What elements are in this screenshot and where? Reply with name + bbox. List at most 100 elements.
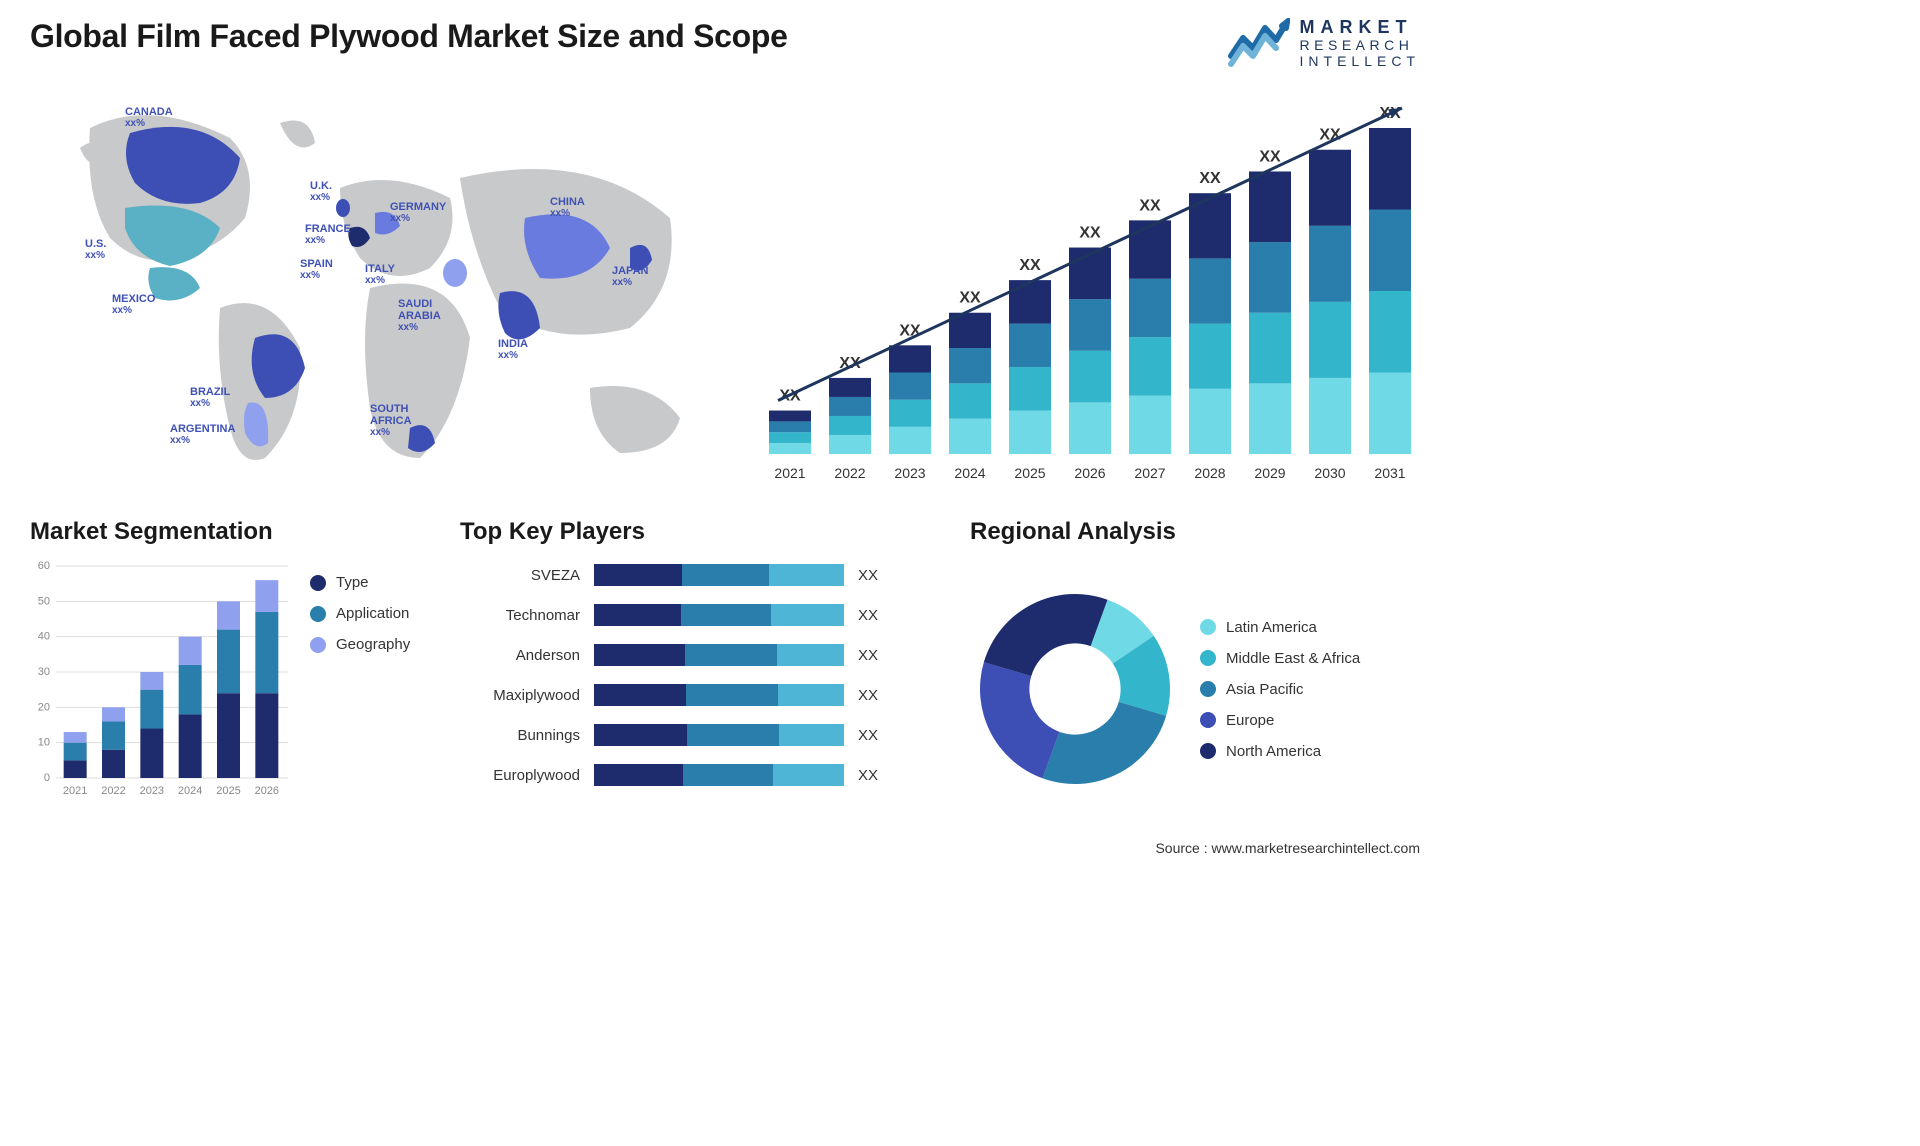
growth-bar-segment [1129,279,1171,337]
growth-bar-segment [769,411,811,422]
growth-bar-segment [1129,220,1171,278]
player-value: XX [858,607,878,624]
growth-bar-year: 2029 [1254,465,1285,481]
infographic-root: Global Film Faced Plywood Market Size an… [0,0,1450,866]
seg-legend-item: Geography [310,636,410,653]
growth-bar-segment [889,427,931,454]
logo-text-2: RESEARCH [1300,38,1420,52]
growth-bar-segment [949,348,991,383]
seg-ytick: 10 [38,737,50,749]
logo-text-3: INTELLECT [1300,54,1420,68]
growth-bar-year: 2027 [1134,465,1165,481]
player-bar-segment [685,644,776,666]
player-bar-segment [681,604,771,626]
map-country-label: MEXICOxx% [112,293,155,316]
growth-bar-value: XX [1199,170,1221,187]
growth-bar-segment [1189,324,1231,389]
growth-bar-segment [829,435,871,454]
legend-dot-icon [1200,743,1216,759]
growth-bar-year: 2022 [834,465,865,481]
legend-dot-icon [310,606,326,622]
growth-bar-segment [1069,351,1111,403]
seg-year-label: 2025 [216,785,240,797]
market-growth-chart: XX2021XX2022XX2023XX2024XX2025XX2026XX20… [760,88,1420,488]
player-bar-segment [594,604,681,626]
seg-bar-segment [217,693,240,778]
growth-bar-segment [949,383,991,418]
growth-bar-segment [829,416,871,435]
seg-bar-segment [179,665,202,714]
player-bar-segment [773,764,844,786]
segmentation-chart-svg: 0102030405060202120222023202420252026 [30,560,290,800]
regional-legend-label: Latin America [1226,619,1317,636]
seg-bar-segment [140,672,163,690]
player-bar [594,764,844,786]
player-bar-segment [682,564,770,586]
growth-bar-value: XX [959,290,981,307]
map-country-label: CHINAxx% [550,196,585,219]
map-country-label: SPAINxx% [300,258,333,281]
growth-bar-segment [1249,383,1291,454]
growth-bar-segment [1309,226,1351,302]
player-bar-segment [594,724,687,746]
seg-legend-label: Application [336,605,409,622]
player-name: Bunnings [460,727,580,744]
growth-bar-segment [1069,299,1111,351]
seg-bar-segment [255,693,278,778]
player-row: BunningsXX [460,720,940,750]
seg-ytick: 0 [44,772,50,784]
growth-bar-year: 2030 [1314,465,1345,481]
top-row: CANADAxx%U.S.xx%MEXICOxx%BRAZILxx%ARGENT… [30,88,1420,488]
growth-bar-segment [1249,313,1291,384]
seg-bar-segment [64,732,87,743]
growth-bar-value: XX [899,322,921,339]
regional-legend-item: Latin America [1200,619,1360,636]
growth-bar-segment [1369,210,1411,292]
growth-bar-segment [889,373,931,400]
growth-bar-segment [769,432,811,443]
seg-ytick: 50 [38,595,50,607]
growth-bar-value: XX [1259,148,1281,165]
seg-bar-segment [217,601,240,629]
player-value: XX [858,567,878,584]
growth-bar-year: 2028 [1194,465,1225,481]
seg-bar-segment [255,612,278,693]
player-bar-segment [594,764,683,786]
player-name: Maxiplywood [460,687,580,704]
growth-bar-segment [889,400,931,427]
world-map: CANADAxx%U.S.xx%MEXICOxx%BRAZILxx%ARGENT… [30,88,730,488]
player-bar [594,724,844,746]
bottom-row: Market Segmentation 01020304050602021202… [30,518,1420,818]
seg-bar-segment [64,743,87,761]
regional-legend-item: North America [1200,743,1360,760]
player-row: MaxiplywoodXX [460,680,940,710]
player-bar-segment [594,564,682,586]
growth-bar-segment [769,443,811,454]
player-bar-segment [594,684,686,706]
player-bar-segment [769,564,844,586]
players-section: Top Key Players SVEZAXXTechnomarXXAnders… [460,518,940,818]
legend-dot-icon [1200,619,1216,635]
regional-title: Regional Analysis [970,518,1420,546]
players-body: SVEZAXXTechnomarXXAndersonXXMaxiplywoodX… [460,560,940,800]
growth-bar-segment [1189,389,1231,454]
growth-bar-segment [1309,378,1351,454]
seg-bar-segment [217,630,240,694]
legend-dot-icon [310,637,326,653]
growth-bar-value: XX [1019,257,1041,274]
regional-legend: Latin AmericaMiddle East & AfricaAsia Pa… [1200,619,1360,760]
player-row: EuroplywoodXX [460,760,940,790]
growth-bar-segment [1309,302,1351,378]
player-row: TechnomarXX [460,600,940,630]
growth-bar-segment [1069,402,1111,454]
donut-slice [1043,702,1167,784]
regional-donut-svg [970,584,1180,794]
regional-legend-item: Middle East & Africa [1200,650,1360,667]
seg-year-label: 2021 [63,785,87,797]
header: Global Film Faced Plywood Market Size an… [30,18,1420,68]
segmentation-legend: TypeApplicationGeography [310,574,410,818]
player-bar [594,564,844,586]
player-bar-segment [777,644,844,666]
growth-bar-year: 2021 [774,465,805,481]
seg-ytick: 40 [38,631,50,643]
